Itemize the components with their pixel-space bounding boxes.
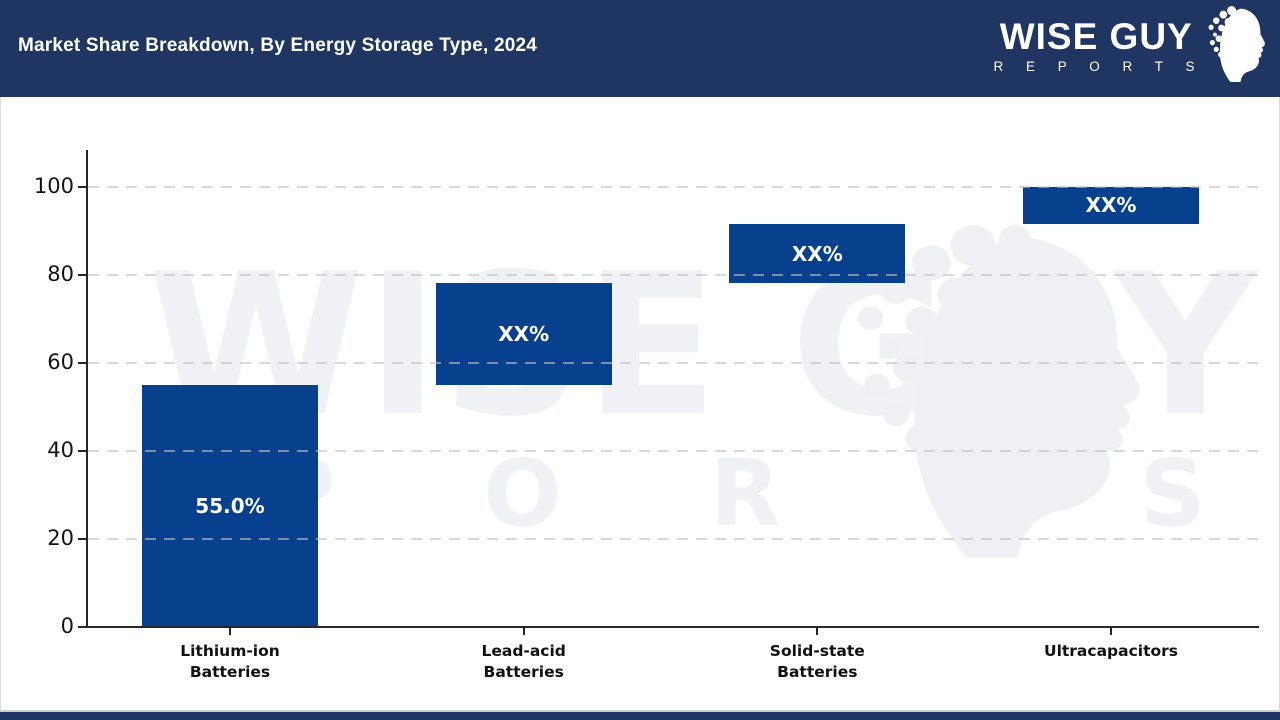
gridline	[88, 449, 1258, 452]
x-category-label: Lead-acid Batteries	[481, 641, 565, 684]
x-category-label-line: Ultracapacitors	[1043, 642, 1179, 660]
footer-bar	[0, 712, 1280, 720]
x-category-label: Ultracapacitors	[1044, 641, 1178, 662]
bar-2	[435, 283, 612, 385]
bar-1	[142, 384, 318, 627]
y-tick-mark	[78, 273, 86, 276]
gridline	[88, 185, 1258, 188]
y-axis-line	[86, 150, 88, 628]
y-tick-mark	[78, 449, 86, 452]
y-tick-mark	[78, 626, 86, 628]
x-tick-mark	[1110, 628, 1112, 635]
y-tick-label: 0	[60, 614, 74, 638]
y-tick-label: 80	[47, 261, 74, 286]
logo-head-icon	[1208, 6, 1265, 83]
x-category-label-line: Solid-state	[769, 642, 865, 660]
x-category-label-line: Lithium-ion	[180, 642, 280, 660]
y-tick-label: 20	[47, 525, 74, 550]
gridline	[88, 273, 1258, 276]
bar-value-label: XX%	[1085, 193, 1137, 218]
gridline	[88, 361, 1258, 364]
bar-value-label: XX%	[791, 241, 843, 266]
header-bar: Market Share Breakdown, By Energy Storag…	[0, 0, 1280, 97]
y-tick-mark	[78, 537, 86, 540]
x-tick-mark	[522, 628, 525, 635]
x-tick-mark	[816, 628, 819, 635]
watermark-head-logo	[857, 225, 1140, 558]
y-tick-label: 100	[33, 173, 74, 198]
wiseguy-logo: WISE GUY R E P O R T S	[988, 6, 1270, 86]
x-category-label-line: Batteries	[777, 663, 858, 682]
x-category-label-line: Lead-acid	[481, 642, 566, 660]
wiseguy-logo-text: WISE GUY R E P O R T S	[988, 16, 1204, 74]
chart-title: Market Share Breakdown, By Energy Storag…	[18, 35, 538, 56]
y-tick-label: 60	[47, 349, 74, 374]
bar-value-label: XX%	[498, 322, 550, 347]
gridline	[88, 537, 1258, 540]
logo-subtitle: R E P O R T S	[993, 58, 1204, 74]
x-tick-mark	[229, 628, 231, 635]
x-category-label: Lithium-ion Batteries	[180, 641, 280, 684]
x-axis-line	[86, 626, 1259, 628]
x-category-label-line: Batteries	[189, 663, 271, 682]
bar-value-label: 55.0%	[195, 493, 265, 518]
x-category-label: Solid-state Batteries	[770, 641, 865, 684]
bar-4	[1023, 186, 1199, 224]
y-tick-mark	[78, 361, 86, 364]
bar-3	[729, 223, 906, 284]
y-tick-label: 40	[47, 437, 74, 462]
y-tick-mark	[78, 185, 86, 188]
logo-wordmark: WISE GUY	[999, 16, 1193, 58]
x-category-label-line: Batteries	[483, 663, 564, 682]
